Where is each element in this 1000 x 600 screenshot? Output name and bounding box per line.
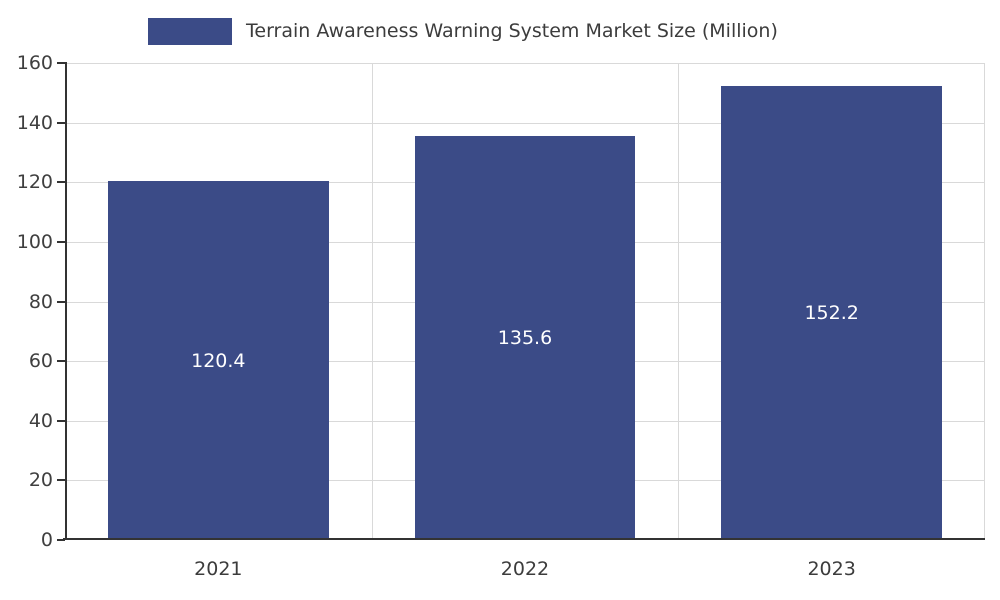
- bar-2023: 152.2: [721, 86, 943, 540]
- y-tick-mark: [57, 360, 65, 363]
- y-tick-label: 40: [28, 409, 53, 432]
- y-tick-label: 80: [28, 290, 53, 313]
- bar-2021: 120.4: [107, 181, 329, 540]
- legend-label: Terrain Awareness Warning System Market …: [246, 20, 778, 42]
- y-tick-mark: [57, 62, 65, 64]
- y-tick-label: 60: [28, 350, 53, 373]
- bar-value-label: 135.6: [497, 326, 553, 349]
- x-axis-line: [63, 538, 985, 540]
- y-tick-mark: [57, 240, 65, 243]
- y-tick-label: 120: [16, 171, 53, 194]
- y-tick-label: 100: [16, 230, 53, 253]
- y-tick-mark: [57, 539, 65, 541]
- y-tick-label: 20: [28, 469, 53, 492]
- y-tick-label: 160: [16, 52, 53, 74]
- y-axis-line: [65, 62, 67, 540]
- legend: Terrain Awareness Warning System Market …: [148, 16, 778, 46]
- bar-2022: 135.6: [414, 135, 636, 540]
- v-gridline: [678, 63, 680, 540]
- bar-value-label: 120.4: [191, 349, 246, 372]
- y-tick-label: 0: [40, 529, 53, 551]
- v-gridline: [371, 63, 373, 540]
- h-gridline: [65, 122, 985, 124]
- h-gridline: [65, 63, 985, 64]
- y-tick-mark: [57, 181, 65, 184]
- y-tick-mark: [57, 300, 65, 303]
- x-tick-label-2023: 2023: [807, 558, 856, 580]
- y-tick-mark: [57, 419, 65, 422]
- y-tick-label: 140: [16, 111, 53, 134]
- bar-value-label: 152.2: [804, 302, 859, 325]
- v-gridline: [984, 63, 985, 540]
- legend-swatch: [148, 17, 232, 45]
- plot-area: 120.4 135.6 152.2: [63, 62, 985, 540]
- y-tick-mark: [57, 121, 65, 124]
- x-tick-label-2021: 2021: [194, 558, 243, 580]
- x-tick-label-2022: 2022: [500, 558, 550, 580]
- y-tick-mark: [57, 479, 65, 482]
